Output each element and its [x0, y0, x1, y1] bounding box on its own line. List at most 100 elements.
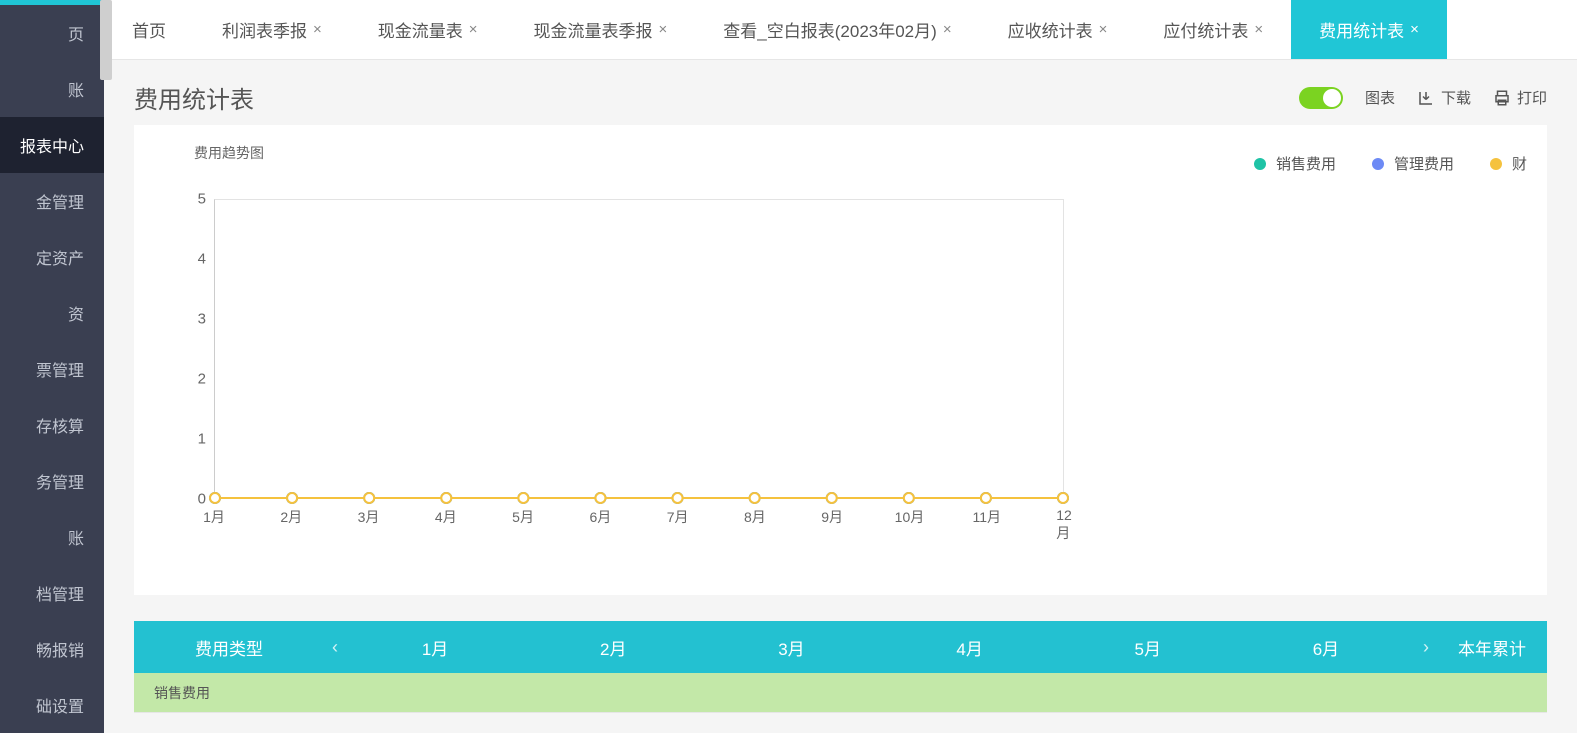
- sidebar-item-2[interactable]: 报表中心: [0, 117, 104, 173]
- series-marker-2-3[interactable]: [441, 493, 451, 503]
- series-marker-2-9[interactable]: [904, 493, 914, 503]
- close-icon[interactable]: ×: [1099, 21, 1108, 38]
- legend-item-2[interactable]: 财: [1490, 153, 1527, 174]
- x-tick-label: 3月: [358, 507, 380, 527]
- x-tick-label: 4月: [435, 507, 457, 527]
- table-prev-icon[interactable]: ‹: [324, 637, 346, 658]
- x-tick-label: 9月: [821, 507, 843, 527]
- sidebar-item-5[interactable]: 资: [0, 285, 104, 341]
- sidebar-item-3[interactable]: 金管理: [0, 173, 104, 229]
- series-marker-2-5[interactable]: [595, 493, 605, 503]
- table-row[interactable]: 销售费用‹›: [134, 673, 1547, 713]
- tab-0[interactable]: 首页: [104, 0, 194, 59]
- close-icon[interactable]: ×: [469, 21, 478, 38]
- x-tick-label: 10月: [895, 507, 925, 527]
- tab-5[interactable]: 应收统计表 ×: [980, 0, 1136, 59]
- chart-toggle[interactable]: [1299, 87, 1343, 109]
- y-tick-label: 0: [198, 491, 206, 508]
- sidebar: 页账报表中心金管理定资产资票管理存核算务管理账档管理畅报销础设置: [0, 0, 104, 733]
- tab-label: 现金流量表季报: [534, 17, 653, 42]
- print-button[interactable]: 打印: [1493, 87, 1547, 108]
- chart-legend: 销售费用 管理费用 财: [1254, 153, 1527, 174]
- legend-item-1[interactable]: 管理费用: [1372, 153, 1454, 174]
- sidebar-item-4[interactable]: 定资产: [0, 229, 104, 285]
- legend-label: 财: [1512, 153, 1527, 174]
- sidebar-item-12[interactable]: 础设置: [0, 677, 104, 733]
- sidebar-item-6[interactable]: 票管理: [0, 341, 104, 397]
- tab-1[interactable]: 利润表季报 ×: [194, 0, 350, 59]
- table-body: 销售费用‹›: [134, 673, 1547, 713]
- close-icon[interactable]: ×: [313, 21, 322, 38]
- series-marker-2-1[interactable]: [287, 493, 297, 503]
- x-axis-labels: 1月2月3月4月5月6月7月8月9月10月11月12月: [214, 507, 1064, 531]
- series-marker-2-11[interactable]: [1058, 493, 1068, 503]
- page-header: 费用统计表 图表 下载 打印: [104, 60, 1577, 125]
- sidebar-item-7[interactable]: 存核算: [0, 397, 104, 453]
- x-tick-label: 11月: [972, 507, 1001, 527]
- main: 首页利润表季报×现金流量表×现金流量表季报×查看_空白报表(2023年02月)×…: [104, 0, 1577, 733]
- tab-label: 费用统计表: [1319, 17, 1404, 42]
- expense-table: 费用类型‹1月2月3月4月5月6月›本年累计 销售费用‹›: [134, 621, 1547, 713]
- sidebar-scrollbar[interactable]: [100, 0, 112, 80]
- close-icon[interactable]: ×: [659, 21, 668, 38]
- legend-item-0[interactable]: 销售费用: [1254, 153, 1336, 174]
- tab-4[interactable]: 查看_空白报表(2023年02月) ×: [695, 0, 979, 59]
- series-marker-2-7[interactable]: [750, 493, 760, 503]
- th-month-3: 4月: [881, 635, 1059, 660]
- tab-label: 首页: [132, 17, 166, 42]
- chart-plot: [214, 199, 1064, 499]
- th-month-1: 2月: [524, 635, 702, 660]
- table-header: 费用类型‹1月2月3月4月5月6月›本年累计: [134, 621, 1547, 673]
- download-button[interactable]: 下载: [1417, 87, 1471, 108]
- tab-2[interactable]: 现金流量表×: [350, 0, 506, 59]
- series-marker-2-10[interactable]: [981, 493, 991, 503]
- y-axis-labels: 012345: [176, 199, 206, 499]
- sidebar-item-1[interactable]: 账: [0, 61, 104, 117]
- sidebar-item-8[interactable]: 务管理: [0, 453, 104, 509]
- print-icon: [1493, 89, 1511, 107]
- tab-6[interactable]: 应付统计表×: [1135, 0, 1291, 59]
- sidebar-item-0[interactable]: 页: [0, 5, 104, 61]
- y-tick-label: 3: [198, 311, 206, 328]
- tab-7[interactable]: 费用统计表 ×: [1291, 0, 1447, 59]
- tab-label: 利润表季报: [222, 17, 307, 42]
- chart-toggle-label: 图表: [1365, 87, 1395, 108]
- series-marker-2-2[interactable]: [364, 493, 374, 503]
- x-tick-label: 2月: [280, 507, 302, 527]
- table-next-icon[interactable]: ›: [1415, 637, 1437, 658]
- th-month-2: 3月: [702, 635, 880, 660]
- tab-label: 查看_空白报表(2023年02月): [723, 17, 937, 42]
- chart-svg: [215, 200, 1063, 498]
- series-marker-2-6[interactable]: [673, 493, 683, 503]
- sidebar-item-9[interactable]: 账: [0, 509, 104, 565]
- series-marker-2-4[interactable]: [518, 493, 528, 503]
- series-marker-2-0[interactable]: [210, 493, 220, 503]
- y-tick-label: 4: [198, 251, 206, 268]
- close-icon[interactable]: ×: [943, 21, 952, 38]
- download-icon: [1417, 89, 1435, 107]
- series-marker-2-8[interactable]: [827, 493, 837, 503]
- sidebar-item-10[interactable]: 档管理: [0, 565, 104, 621]
- close-icon[interactable]: ×: [1410, 21, 1419, 38]
- x-tick-label: 6月: [589, 507, 611, 527]
- content: 费用趋势图 销售费用管理费用财 012345 1月2月3月4月5月6月7月8月9…: [104, 125, 1577, 733]
- tab-3[interactable]: 现金流量表季报 ×: [506, 0, 696, 59]
- x-tick-label: 7月: [667, 507, 689, 527]
- x-tick-label: 1月: [203, 507, 225, 527]
- legend-dot: [1254, 158, 1266, 170]
- chart-card: 费用趋势图 销售费用管理费用财 012345 1月2月3月4月5月6月7月8月9…: [134, 125, 1547, 595]
- download-label: 下载: [1441, 87, 1471, 108]
- tab-label: 应收统计表: [1008, 17, 1093, 42]
- close-icon[interactable]: ×: [1254, 21, 1263, 38]
- header-actions: 图表 下载 打印: [1299, 87, 1547, 109]
- chart-area: 012345 1月2月3月4月5月6月7月8月9月10月11月12月: [194, 199, 1517, 539]
- y-tick-label: 5: [198, 191, 206, 208]
- print-label: 打印: [1517, 87, 1547, 108]
- th-month-5: 6月: [1237, 635, 1415, 660]
- th-total: 本年累计: [1437, 635, 1547, 660]
- y-tick-label: 1: [198, 431, 206, 448]
- th-type: 费用类型: [134, 635, 324, 660]
- x-tick-label: 8月: [744, 507, 766, 527]
- tab-bar: 首页利润表季报×现金流量表×现金流量表季报×查看_空白报表(2023年02月)×…: [104, 0, 1577, 60]
- sidebar-item-11[interactable]: 畅报销: [0, 621, 104, 677]
